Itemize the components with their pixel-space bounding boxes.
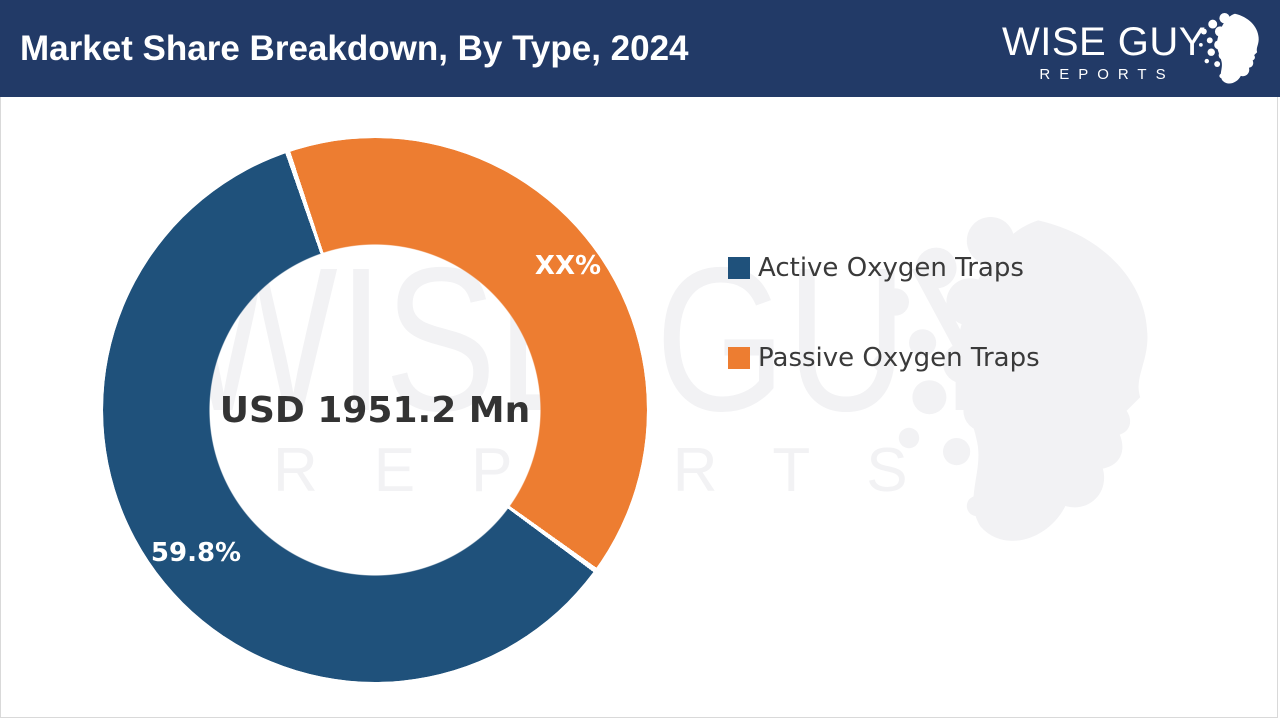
legend-item-active: Active Oxygen Traps: [728, 250, 1040, 286]
wise-guy-reports-logo: WISE GUY REPORTS: [1002, 8, 1266, 92]
donut-center-value: USD 1951.2 Mn: [219, 389, 531, 431]
legend-label-passive: Passive Oxygen Traps: [758, 343, 1040, 373]
dotted-face-icon: [1199, 13, 1259, 84]
page-title: Market Share Breakdown, By Type, 2024: [20, 29, 689, 68]
legend-label-active: Active Oxygen Traps: [758, 253, 1024, 283]
header-bar: Market Share Breakdown, By Type, 2024 WI…: [0, 0, 1280, 97]
legend-item-passive: Passive Oxygen Traps: [728, 340, 1040, 376]
chart-legend: Active Oxygen Traps Passive Oxygen Traps: [728, 250, 1040, 376]
legend-swatch-active: [728, 257, 750, 279]
logo-subtitle: REPORTS: [1039, 66, 1175, 83]
logo-name: WISE GUY: [1001, 20, 1206, 64]
slice-label-active: 59.8%: [150, 538, 242, 568]
logo-text: WISE GUY REPORTS: [1002, 22, 1206, 83]
slice-label-passive: XX%: [534, 251, 602, 281]
donut-ring: [103, 138, 647, 682]
legend-swatch-passive: [728, 347, 750, 369]
